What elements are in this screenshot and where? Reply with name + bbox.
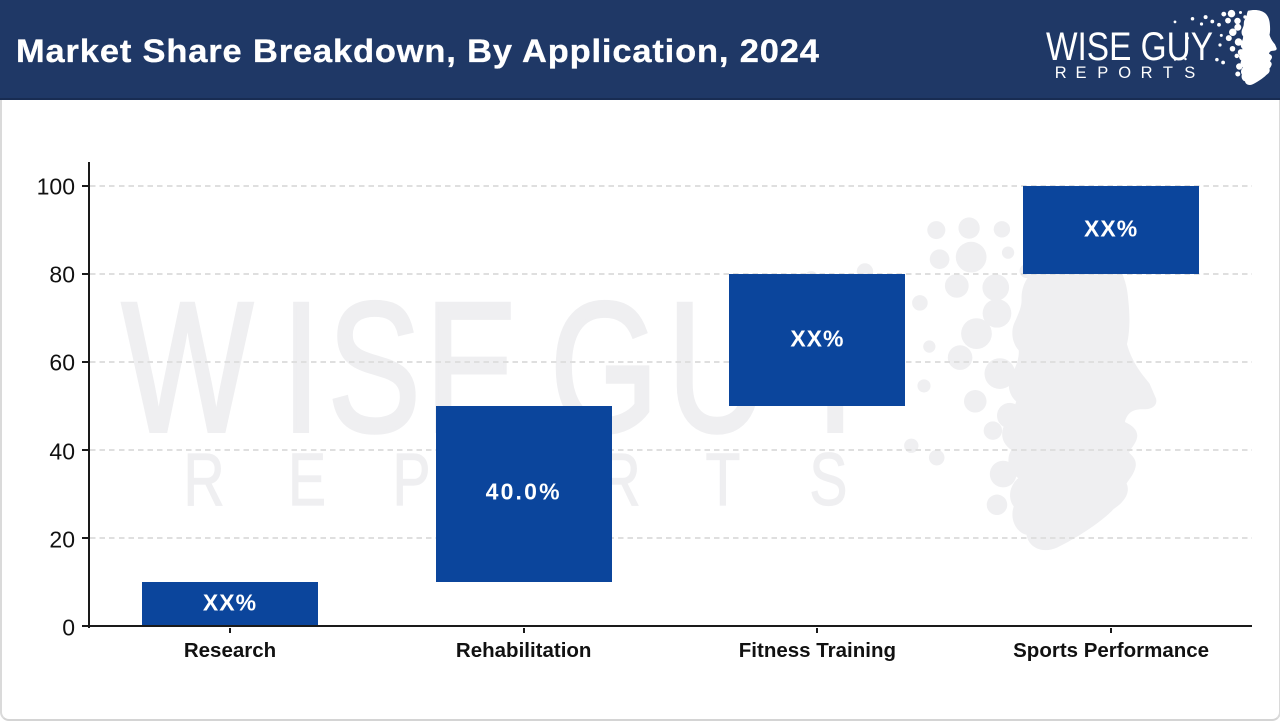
svg-text:WISE GUY: WISE GUY [1046,25,1213,69]
